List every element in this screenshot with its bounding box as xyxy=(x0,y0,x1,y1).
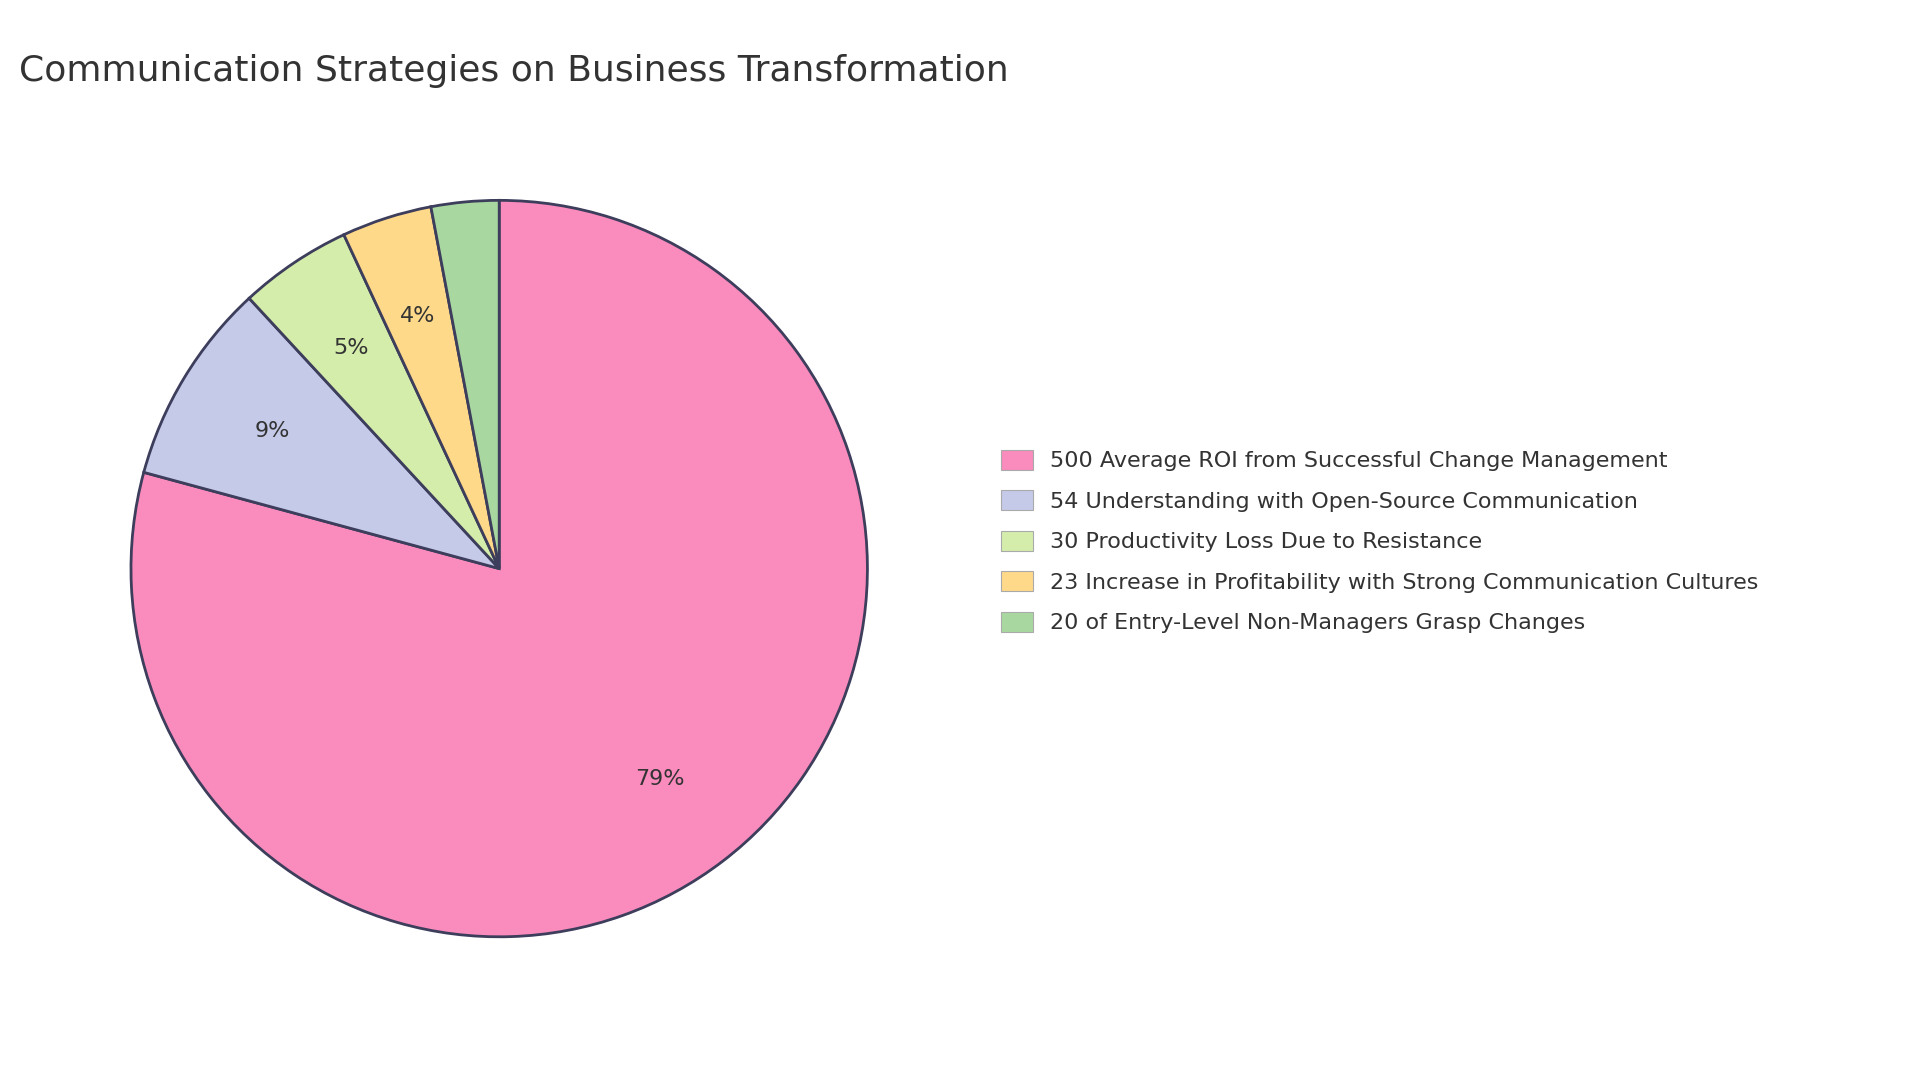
Text: 79%: 79% xyxy=(636,769,685,790)
Wedge shape xyxy=(250,235,499,569)
Wedge shape xyxy=(131,200,868,937)
Wedge shape xyxy=(430,200,499,569)
Text: 5%: 5% xyxy=(334,338,369,358)
Wedge shape xyxy=(144,298,499,569)
Legend: 500 Average ROI from Successful Change Management, 54 Understanding with Open-So: 500 Average ROI from Successful Change M… xyxy=(991,439,1770,644)
Text: Communication Strategies on Business Transformation: Communication Strategies on Business Tra… xyxy=(19,54,1008,88)
Wedge shape xyxy=(344,207,499,569)
Text: 4%: 4% xyxy=(401,306,436,326)
Text: 9%: 9% xyxy=(255,421,290,441)
